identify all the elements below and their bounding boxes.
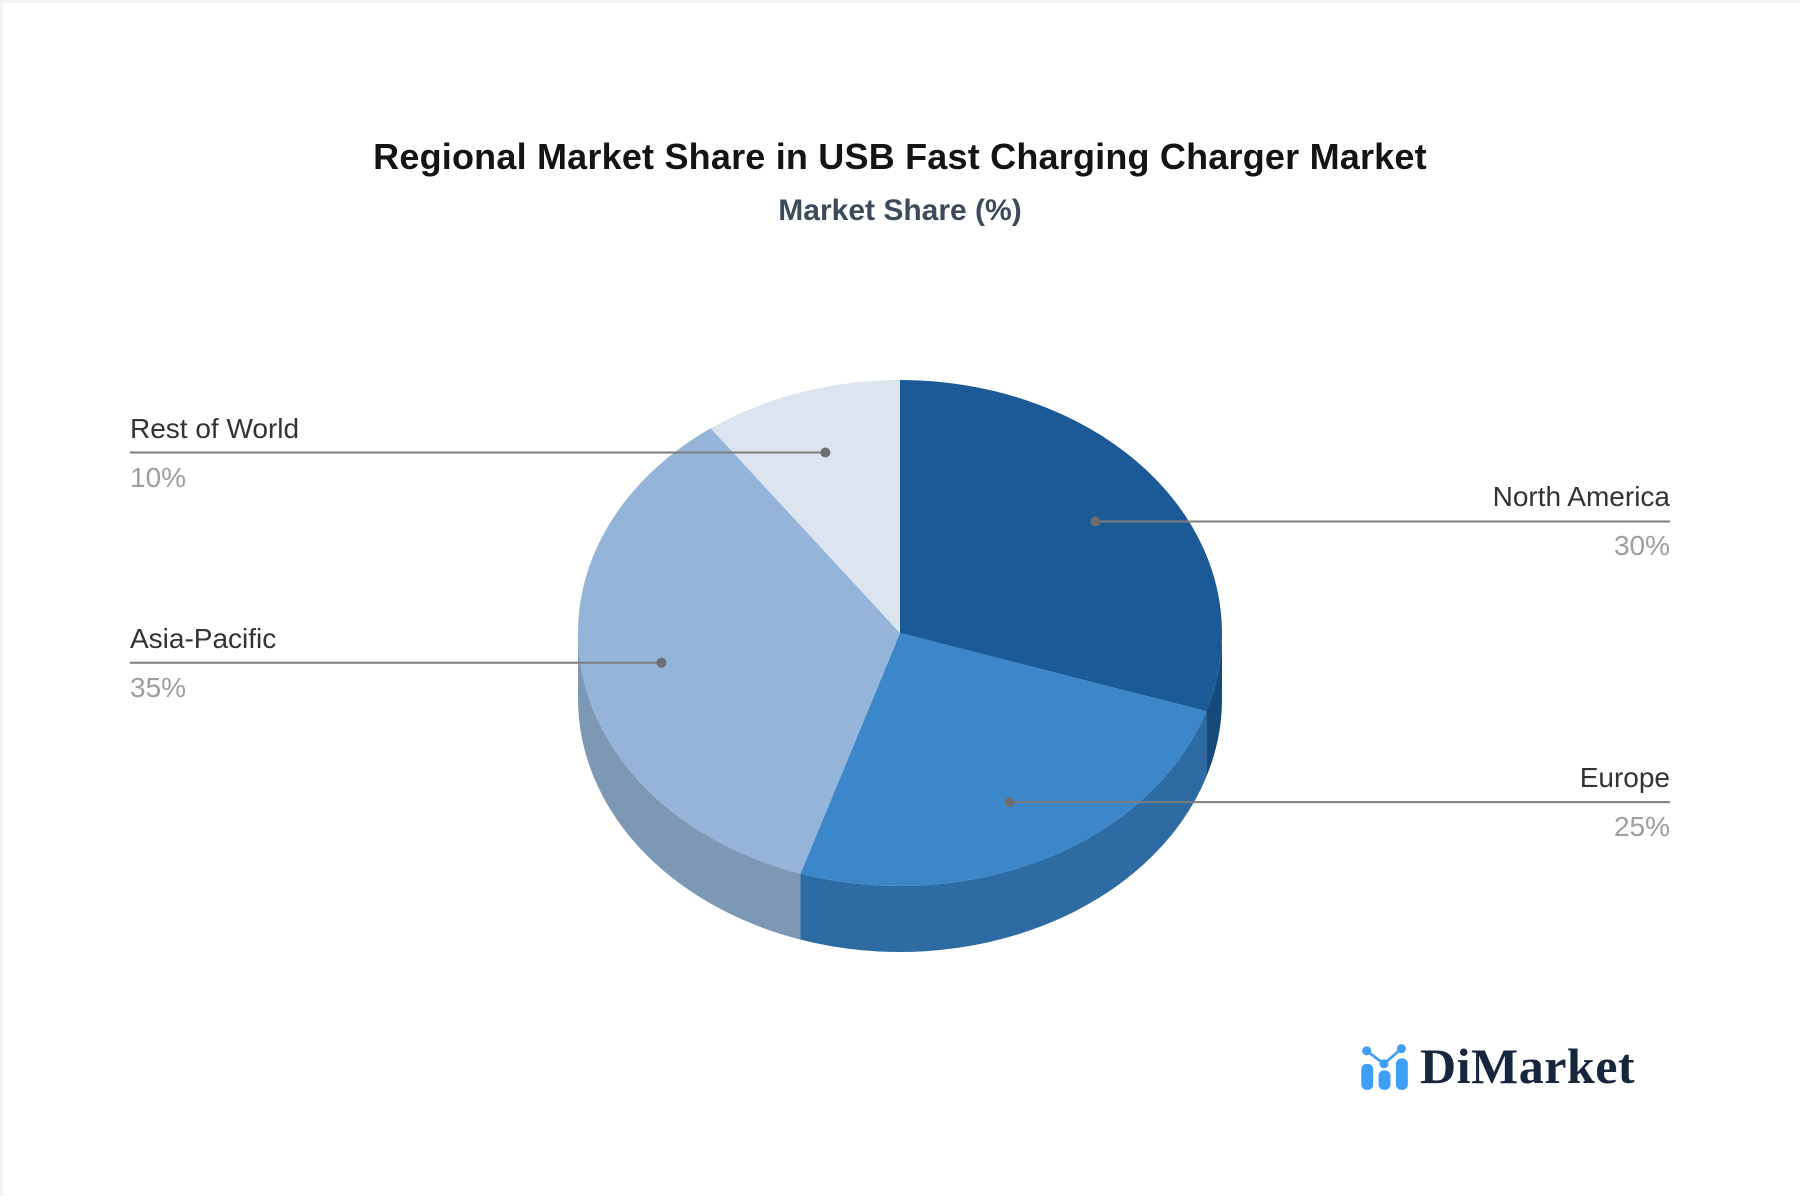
leader-dot-asia-pacific: [656, 657, 667, 668]
leader-dot-rest-of-world: [820, 447, 831, 458]
pie-slice-asia-pacific[interactable]: [577, 428, 900, 874]
label-europe-value: 25%: [1613, 811, 1670, 842]
label-asia-pacific-value: 35%: [130, 672, 187, 703]
brand-logo: DiMarket: [1358, 1038, 1635, 1094]
label-north-america-name: North America: [1492, 481, 1670, 512]
canvas-edge-top: [0, 0, 1800, 3]
label-rest-of-world-value: 10%: [130, 462, 187, 493]
chart-title: Regional Market Share in USB Fast Chargi…: [373, 136, 1427, 177]
chart-subtitle: Market Share (%): [778, 194, 1022, 227]
pie-slice-side-europe: [800, 711, 1207, 952]
leader-dot-north-america: [1090, 516, 1101, 527]
bar-chart-trend-icon: [1361, 1044, 1408, 1090]
pie-slice-side-asia-pacific: [578, 633, 801, 940]
pie-slice-side-north-america: [1206, 633, 1222, 778]
label-rest-of-world-name: Rest of World: [130, 413, 300, 444]
logo-text: DiMarket: [1420, 1038, 1636, 1094]
canvas-edge-left: [0, 0, 3, 1196]
label-europe-name: Europe: [1579, 762, 1670, 793]
pie-slice-europe[interactable]: [800, 633, 1207, 886]
label-asia-pacific-name: Asia-Pacific: [130, 623, 277, 654]
pie-slice-north-america[interactable]: [900, 380, 1222, 712]
label-north-america-value: 30%: [1613, 530, 1670, 561]
leader-dot-europe: [1004, 797, 1015, 808]
pie-slice-rest-of-world[interactable]: [710, 379, 900, 633]
